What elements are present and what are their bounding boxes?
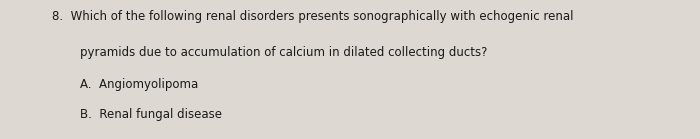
Text: A.  Angiomyolipoma: A. Angiomyolipoma	[80, 78, 199, 91]
Text: pyramids due to accumulation of calcium in dilated collecting ducts?: pyramids due to accumulation of calcium …	[80, 46, 488, 59]
Text: B.  Renal fungal disease: B. Renal fungal disease	[80, 108, 223, 121]
Text: 8.  Which of the following renal disorders presents sonographically with echogen: 8. Which of the following renal disorder…	[52, 10, 574, 23]
